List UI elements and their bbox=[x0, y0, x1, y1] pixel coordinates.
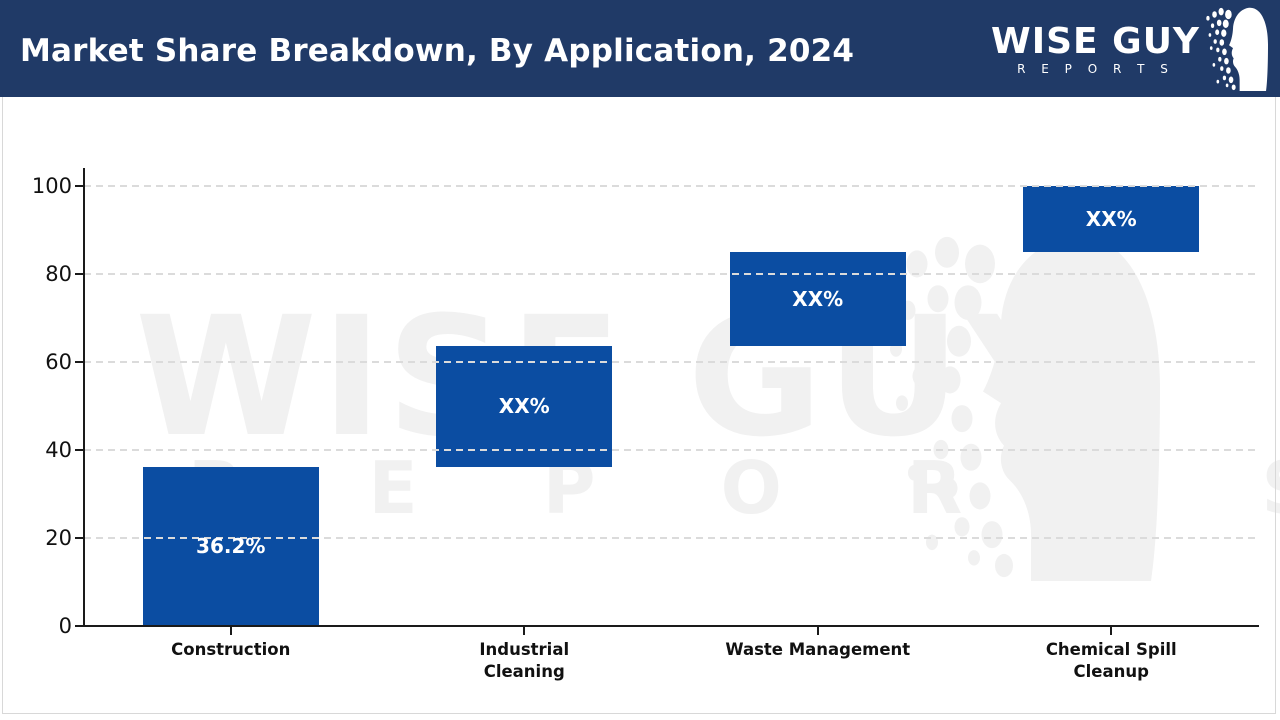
logo-wordmark: WISE GUY R E P O R T S bbox=[991, 22, 1200, 76]
y-tick-mark bbox=[75, 449, 83, 451]
gridline bbox=[84, 273, 1258, 275]
y-tick-mark bbox=[75, 273, 83, 275]
y-tick-label: 100 bbox=[31, 174, 72, 198]
bar-value-label: XX% bbox=[792, 287, 844, 312]
bar-segment bbox=[1023, 186, 1200, 252]
y-tick-label: 60 bbox=[45, 350, 72, 374]
logo-face-icon bbox=[1206, 7, 1268, 91]
bar-segment bbox=[729, 252, 906, 347]
bar-value-label: XX% bbox=[1085, 207, 1137, 231]
y-axis-line bbox=[83, 168, 85, 627]
bar-value-label: 36.2% bbox=[196, 534, 266, 559]
y-tick-mark bbox=[75, 537, 83, 539]
y-tick-mark bbox=[75, 625, 83, 627]
gridline bbox=[84, 537, 1258, 539]
gridline bbox=[84, 361, 1258, 363]
page-title: Market Share Breakdown, By Application, … bbox=[20, 33, 855, 69]
header-bar: Market Share Breakdown, By Application, … bbox=[0, 0, 1280, 97]
x-tick-mark bbox=[523, 627, 526, 635]
bar-segment bbox=[142, 466, 319, 626]
logo-name: WISE GUY bbox=[990, 21, 1200, 62]
x-tick-mark bbox=[1110, 627, 1113, 635]
y-tick-mark bbox=[75, 361, 83, 363]
x-axis-label: Industrial Cleaning bbox=[479, 640, 570, 681]
y-tick-mark bbox=[75, 185, 83, 187]
x-axis-label: Waste Management bbox=[725, 640, 911, 659]
y-tick-label: 0 bbox=[58, 614, 72, 638]
x-axis-label: Chemical Spill Cleanup bbox=[1045, 640, 1177, 681]
y-tick-label: 20 bbox=[45, 526, 72, 550]
y-tick-label: 40 bbox=[45, 438, 72, 462]
logo-subtitle: R E P O R T S bbox=[1017, 61, 1174, 76]
x-tick-mark bbox=[229, 627, 232, 635]
y-tick-label: 80 bbox=[45, 262, 72, 286]
wise-guy-logo: WISE GUY R E P O R T S bbox=[991, 7, 1268, 91]
bar-value-label: XX% bbox=[498, 394, 550, 419]
watermark-face-icon bbox=[879, 236, 1160, 581]
gridline bbox=[84, 449, 1258, 451]
x-axis-line bbox=[83, 625, 1259, 627]
x-tick-mark bbox=[816, 627, 819, 635]
x-axis-label: Construction bbox=[171, 640, 291, 659]
gridline bbox=[84, 185, 1258, 187]
bar-segment bbox=[436, 346, 613, 467]
